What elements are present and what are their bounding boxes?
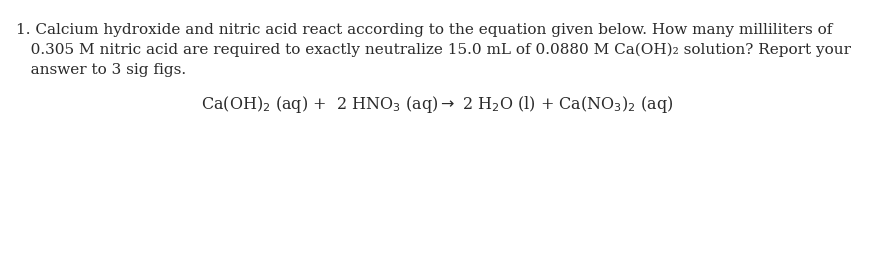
Text: answer to 3 sig figs.: answer to 3 sig figs.: [16, 63, 186, 77]
Text: Ca(OH)$_2$ (aq) +  2 HNO$_3$ (aq)$\rightarrow$ 2 H$_2$O (l) + Ca(NO$_3$)$_2$ (aq: Ca(OH)$_2$ (aq) + 2 HNO$_3$ (aq)$\righta…: [201, 94, 674, 115]
Text: 0.305 M nitric acid are required to exactly neutralize 15.0 mL of 0.0880 M Ca(OH: 0.305 M nitric acid are required to exac…: [16, 43, 850, 57]
Text: 1. Calcium hydroxide and nitric acid react according to the equation given below: 1. Calcium hydroxide and nitric acid rea…: [16, 23, 832, 37]
